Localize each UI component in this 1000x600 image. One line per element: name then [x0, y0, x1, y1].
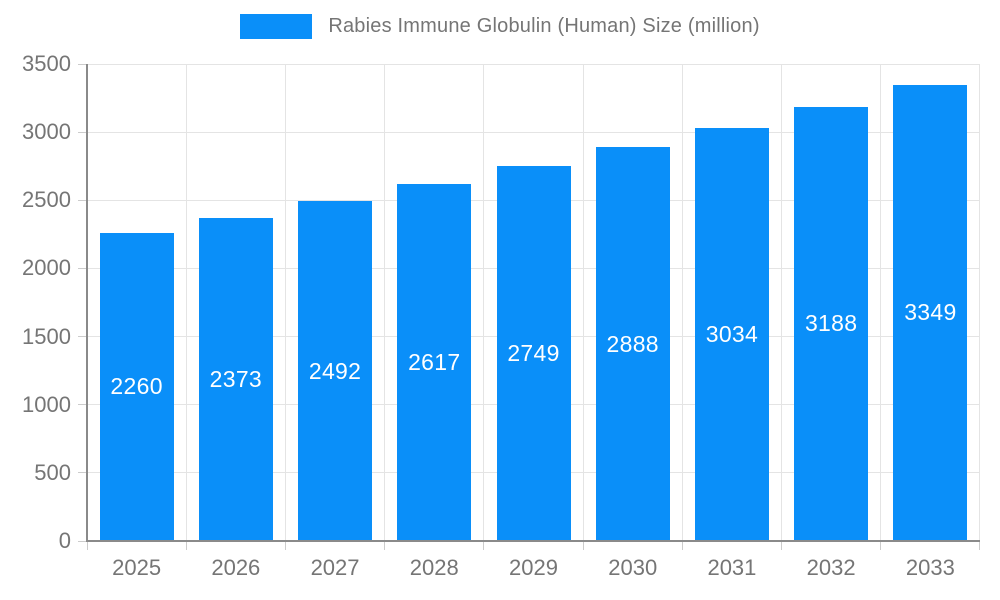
bar[interactable]: 2749 — [496, 166, 571, 541]
x-axis-tick — [781, 541, 783, 550]
y-axis-tick-label: 3500 — [22, 51, 71, 76]
x-axis-tick-label: 2031 — [707, 555, 757, 580]
y-axis-tick-label: 2000 — [22, 255, 71, 281]
bar-value-label: 2492 — [308, 357, 362, 384]
bar[interactable]: 2617 — [397, 184, 472, 541]
bar[interactable]: 3034 — [694, 127, 769, 541]
gridline-horizontal — [87, 131, 980, 133]
y-axis-tick-label: 1000 — [22, 391, 71, 417]
x-axis-tick-label: 2028 — [409, 555, 459, 580]
bar-value-label: 3188 — [804, 310, 858, 337]
x-axis-tick-label: 2033 — [905, 555, 955, 580]
chart-legend: Rabies Immune Globulin (Human) Size (mil… — [0, 14, 1000, 39]
y-axis-tick — [78, 540, 87, 542]
y-axis-tick — [78, 267, 87, 269]
bar-value-label: 2260 — [110, 373, 163, 400]
y-axis-tick-label: 2500 — [22, 187, 71, 213]
gridline-vertical — [880, 64, 882, 541]
x-axis-tick — [86, 541, 88, 550]
gridline-vertical — [284, 64, 286, 541]
x-axis-line — [86, 540, 980, 542]
y-axis-tick — [78, 472, 87, 474]
bar[interactable]: 2373 — [198, 217, 273, 541]
gridline-vertical — [978, 64, 980, 541]
gridline-vertical — [681, 64, 683, 541]
x-axis-tick — [483, 541, 485, 550]
y-axis-tick-label: 500 — [34, 459, 71, 485]
bar-value-label: 3349 — [904, 299, 957, 326]
gridline-vertical — [185, 64, 187, 541]
x-axis-tick-label: 2030 — [608, 555, 658, 580]
gridline-horizontal — [87, 63, 980, 65]
gridline-vertical — [582, 64, 584, 541]
bar-value-label: 2749 — [507, 340, 560, 367]
y-axis-tick-label: 0 — [58, 528, 71, 553]
bar[interactable]: 2492 — [298, 201, 373, 541]
x-axis-tick — [582, 541, 584, 550]
x-axis-tick — [681, 541, 683, 550]
bar-value-label: 3034 — [705, 320, 759, 347]
y-axis-tick — [78, 63, 87, 65]
x-axis-tick-label: 2026 — [211, 555, 261, 580]
x-axis-tick — [284, 541, 286, 550]
legend-label[interactable]: Rabies Immune Globulin (Human) Size (mil… — [328, 15, 760, 37]
y-axis-tick — [78, 131, 87, 133]
y-axis-tick — [78, 199, 87, 201]
gridline-vertical — [781, 64, 783, 541]
x-axis-tick — [880, 541, 882, 550]
x-axis-tick — [185, 541, 187, 550]
x-axis-tick-label: 2032 — [806, 555, 856, 580]
x-axis-tick — [384, 541, 386, 550]
bar-value-label: 2888 — [606, 330, 659, 357]
plot-area: 0 500 1000 1500 2000 2500 3000 3500 2025 2260 2026… — [22, 51, 980, 580]
bar[interactable]: 2888 — [595, 147, 670, 541]
legend-swatch[interactable] — [240, 14, 313, 39]
y-axis-tick-label: 3000 — [22, 119, 71, 145]
y-axis-line — [86, 64, 88, 541]
x-axis-tick-label: 2025 — [112, 555, 162, 580]
y-axis-tick-label: 1500 — [22, 323, 71, 349]
y-axis-tick — [78, 336, 87, 338]
bar-value-label: 2617 — [408, 349, 461, 376]
gridline-vertical — [384, 64, 386, 541]
y-axis-tick — [78, 404, 87, 406]
bar-value-label: 2373 — [209, 365, 263, 392]
bar[interactable]: 2260 — [99, 232, 174, 541]
x-axis-tick-label: 2027 — [310, 555, 360, 580]
gridline-vertical — [483, 64, 485, 541]
bar[interactable]: 3349 — [893, 84, 968, 541]
x-axis-tick — [978, 541, 980, 550]
bar[interactable]: 3188 — [794, 106, 869, 541]
x-axis-tick-label: 2029 — [509, 555, 558, 580]
